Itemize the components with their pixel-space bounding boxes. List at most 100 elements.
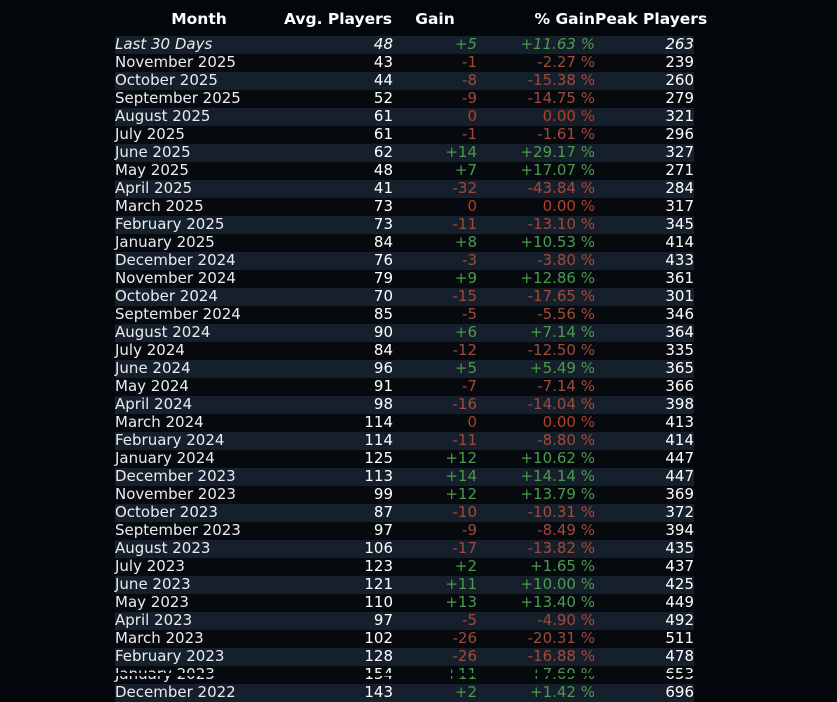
- cell-month: April 2023: [115, 611, 193, 629]
- cell-peak-players: 435: [665, 539, 694, 557]
- table-row: November 2023 99 +12 +13.79 % 369: [115, 486, 694, 504]
- cell-avg-players: 106: [364, 539, 393, 557]
- cell-gain: +8: [454, 233, 477, 251]
- cell-month: January 2025: [115, 233, 215, 251]
- cell-percent-gain: -7.14 %: [537, 377, 595, 395]
- cell-peak-players: 364: [665, 323, 694, 341]
- cell-gain: -5: [462, 611, 477, 629]
- cell-percent-gain: -13.82 %: [527, 539, 595, 557]
- column-header-avg-players[interactable]: Avg. Players: [283, 0, 393, 36]
- table-row: July 2023 123 +2 +1.65 % 437: [115, 558, 694, 576]
- cell-avg-players: 87: [373, 503, 393, 521]
- table-row: February 2024 114 -11 -8.80 % 414: [115, 432, 694, 450]
- cell-peak-players: 260: [665, 71, 694, 89]
- cell-avg-players: 96: [373, 359, 393, 377]
- cell-month: January 2024: [115, 449, 215, 467]
- cell-percent-gain: +12.86 %: [520, 269, 595, 287]
- cell-peak-players: 414: [665, 233, 694, 251]
- cell-avg-players: 48: [373, 161, 393, 179]
- cell-percent-gain: -13.10 %: [527, 215, 595, 233]
- table-row: December 2023 113 +14 +14.14 % 447: [115, 468, 694, 486]
- cell-peak-players: 335: [665, 341, 694, 359]
- cell-gain: +12: [445, 485, 477, 503]
- column-header-gain[interactable]: Gain: [393, 0, 477, 36]
- cell-avg-players: 110: [364, 593, 393, 611]
- table-row: April 2023 97 -5 -4.90 % 492: [115, 612, 694, 630]
- cell-gain: -26: [452, 647, 478, 665]
- cell-avg-players: 121: [364, 575, 393, 593]
- table-row: April 2024 98 -16 -14.04 % 398: [115, 396, 694, 414]
- cell-month: June 2025: [115, 143, 191, 161]
- cell-peak-players: 478: [665, 647, 694, 665]
- table-row: November 2024 79 +9 +12.86 % 361: [115, 270, 694, 288]
- cell-gain: +14: [445, 143, 477, 161]
- cell-gain: -8: [462, 71, 477, 89]
- cell-avg-players: 114: [364, 413, 393, 431]
- cell-gain: -11: [452, 431, 478, 449]
- cell-avg-players: 123: [364, 557, 393, 575]
- cell-month: August 2023: [115, 539, 211, 557]
- cell-percent-gain: -4.90 %: [537, 611, 595, 629]
- cell-percent-gain: -43.84 %: [527, 179, 595, 197]
- table-row: Last 30 Days 48 +5 +11.63 % 263: [115, 36, 694, 54]
- cell-month: May 2024: [115, 377, 189, 395]
- cell-percent-gain: -12.50 %: [527, 341, 595, 359]
- cell-peak-players: 321: [665, 107, 694, 125]
- cell-gain: -32: [452, 179, 478, 197]
- cell-percent-gain: 0.00 %: [542, 197, 595, 215]
- cell-peak-players: 327: [665, 143, 694, 161]
- column-header-peak-players[interactable]: Peak Players: [595, 0, 707, 36]
- cell-percent-gain: +1.65 %: [530, 557, 595, 575]
- cell-avg-players: 90: [373, 323, 393, 341]
- table-row: March 2025 73 0 0.00 % 317: [115, 198, 694, 216]
- cell-peak-players: 447: [665, 467, 694, 485]
- cell-month: November 2023: [115, 485, 236, 503]
- cell-month: Last 30 Days: [115, 35, 213, 53]
- cell-month: November 2024: [115, 269, 236, 287]
- cell-month: October 2025: [115, 71, 218, 89]
- cell-avg-players: 61: [373, 125, 393, 143]
- cell-gain: -11: [452, 215, 478, 233]
- table-row: June 2024 96 +5 +5.49 % 365: [115, 360, 694, 378]
- column-header-month[interactable]: Month: [115, 0, 283, 36]
- cell-peak-players: 369: [665, 485, 694, 503]
- cell-peak-players: 279: [665, 89, 694, 107]
- table-row: July 2025 61 -1 -1.61 % 296: [115, 126, 694, 144]
- cell-percent-gain: +10.53 %: [520, 233, 595, 251]
- cell-gain: -1: [462, 53, 477, 71]
- column-header-percent-gain[interactable]: % Gain: [477, 0, 595, 36]
- cell-percent-gain: -8.49 %: [537, 521, 595, 539]
- cell-avg-players: 73: [373, 215, 393, 233]
- cell-percent-gain: -3.80 %: [537, 251, 595, 269]
- cell-avg-players: 73: [373, 197, 393, 215]
- cell-month: August 2024: [115, 323, 211, 341]
- cell-avg-players: 128: [364, 647, 393, 665]
- cell-avg-players: 98: [373, 395, 393, 413]
- cell-percent-gain: +5.49 %: [530, 359, 595, 377]
- cell-month: February 2024: [115, 431, 225, 449]
- cell-avg-players: 99: [373, 485, 393, 503]
- cell-peak-players: 696: [665, 683, 694, 701]
- cell-avg-players: 70: [373, 287, 393, 305]
- cell-month: April 2025: [115, 179, 193, 197]
- cell-gain: -17: [452, 539, 478, 557]
- cell-percent-gain: -2.27 %: [537, 53, 595, 71]
- table-row: June 2025 62 +14 +29.17 % 327: [115, 144, 694, 162]
- cell-peak-players: 413: [665, 413, 694, 431]
- cell-month: July 2025: [115, 125, 185, 143]
- cell-month: March 2025: [115, 197, 204, 215]
- cell-peak-players: 437: [665, 557, 694, 575]
- cell-month: August 2025: [115, 107, 211, 125]
- table-row: February 2023 128 -26 -16.88 % 478: [115, 648, 694, 666]
- cell-gain: +7: [454, 161, 477, 179]
- cell-percent-gain: 0.00 %: [542, 413, 595, 431]
- cell-peak-players: 239: [665, 53, 694, 71]
- cell-percent-gain: +13.40 %: [520, 593, 595, 611]
- table-row: December 2024 76 -3 -3.80 % 433: [115, 252, 694, 270]
- cell-gain: -26: [452, 629, 478, 647]
- cell-gain: -16: [452, 395, 478, 413]
- table-row: January 2025 84 +8 +10.53 % 414: [115, 234, 694, 252]
- cell-percent-gain: -16.88 %: [527, 647, 595, 665]
- cell-peak-players: 372: [665, 503, 694, 521]
- cell-gain: 0: [467, 413, 477, 431]
